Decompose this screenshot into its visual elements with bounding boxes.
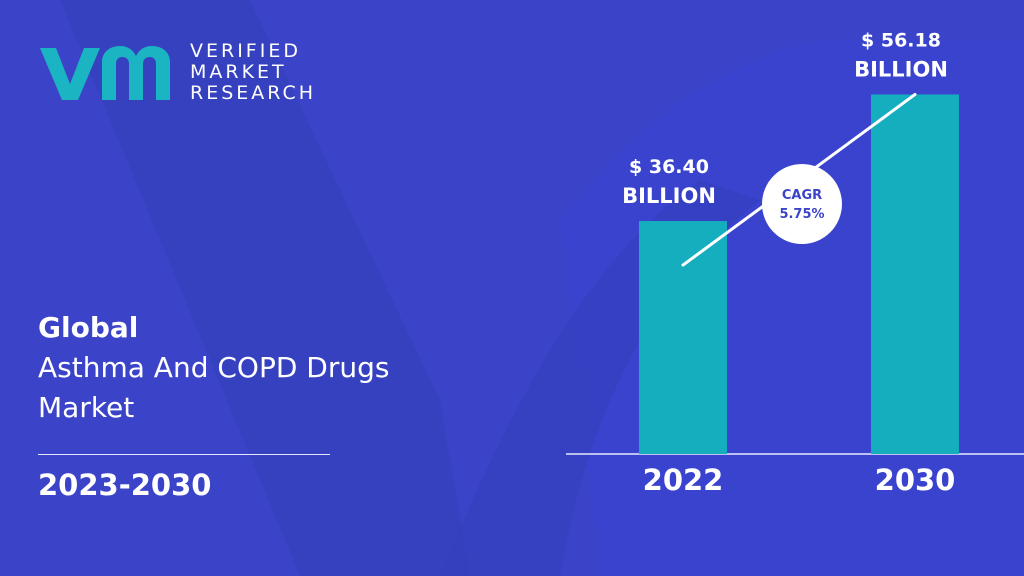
value-label-2030-line-1: $ 56.18 [861, 29, 941, 51]
value-label-2022-line-2: BILLION [622, 184, 716, 208]
cagr-label: CAGR [782, 188, 822, 203]
value-label-2030-line-2: BILLION [854, 57, 948, 81]
cagr-circle [762, 164, 842, 244]
category-label-2030: 2030 [875, 463, 956, 497]
forecast-period: 2023-2030 [38, 468, 212, 502]
value-label-2022-line-1: $ 36.40 [629, 156, 709, 178]
brand-line-2: MARKET [190, 60, 287, 83]
cagr-value: 5.75% [779, 207, 824, 222]
title-divider [38, 454, 330, 455]
title-line-2: Asthma And COPD Drugs [38, 351, 390, 384]
brand-line-3: RESEARCH [190, 81, 317, 104]
page-title: Global Asthma And COPD Drugs Market [38, 308, 390, 428]
bar-2030 [871, 94, 959, 454]
bar-2022 [639, 221, 727, 454]
category-label-2022: 2022 [643, 463, 724, 497]
title-line-3: Market [38, 391, 135, 424]
vmr-logo-icon [40, 46, 170, 100]
title-line-1: Global [38, 311, 139, 344]
cagr-badge: CAGR 5.75% [762, 164, 842, 244]
brand-logo: VERIFIED MARKET RESEARCH [36, 40, 316, 104]
brand-line-1: VERIFIED [190, 39, 301, 62]
brand-name: VERIFIED MARKET RESEARCH [190, 39, 317, 104]
